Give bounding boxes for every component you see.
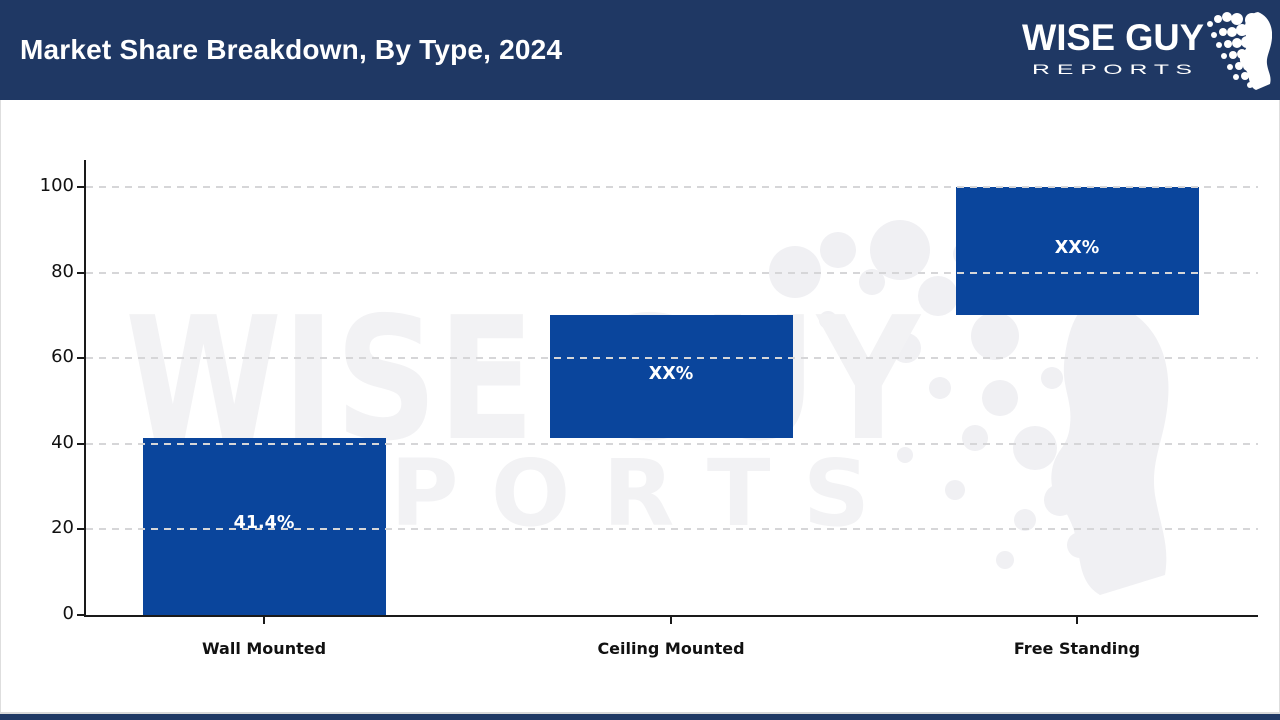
bar-value-label-wall-mounted: 41.4%	[233, 513, 295, 534]
gridline-20	[86, 528, 1258, 531]
logo-dot-face-icon	[1207, 12, 1272, 90]
footer-bar	[0, 714, 1280, 720]
y-axis-line	[84, 160, 86, 617]
x-axis-category-label-wall-mounted: Wall Mounted	[201, 639, 327, 658]
bar-wall-mounted	[142, 437, 386, 615]
gridline-60	[86, 357, 1258, 360]
y-tick-mark	[77, 186, 84, 188]
y-axis-tick-label: 20	[51, 517, 74, 539]
header-bar: Market Share Breakdown, By Type, 2024 WI…	[0, 0, 1280, 100]
y-tick-mark	[77, 442, 84, 445]
x-axis-category-label-ceiling-mounted: Ceiling Mounted	[597, 639, 745, 658]
bar-value-label-ceiling-mounted: XX%	[648, 363, 694, 384]
logo-text-line1: WISE GUY	[1022, 17, 1204, 58]
x-axis-category-label-free-standing: Free Standing	[1013, 639, 1141, 658]
y-axis-tick-label: 100	[39, 175, 74, 196]
left-page-border	[0, 100, 1, 714]
gridline-100	[86, 186, 1258, 188]
y-tick-mark	[77, 528, 84, 531]
wiseguy-logo: WISE GUY R E P O R T S	[1022, 12, 1272, 90]
y-axis-tick-label: 40	[51, 431, 74, 453]
bar-ceiling-mounted	[549, 315, 793, 438]
y-tick-mark	[77, 271, 84, 274]
x-tick-mark	[263, 617, 265, 624]
logo-text-line2: R E P O R T S	[1032, 61, 1192, 77]
x-tick-mark	[670, 617, 672, 624]
gridline-40	[86, 442, 1258, 445]
bar-free-standing	[955, 187, 1199, 316]
footer-hairline	[0, 712, 1280, 714]
bar-value-label-free-standing: XX%	[1054, 238, 1100, 259]
watermark-face-icon	[1051, 300, 1169, 595]
x-tick-mark	[1076, 617, 1078, 624]
y-tick-mark	[77, 614, 84, 616]
page-title: Market Share Breakdown, By Type, 2024	[20, 34, 563, 65]
y-axis-tick-label: 60	[51, 346, 74, 368]
y-axis-tick-label: 0	[62, 603, 74, 624]
x-axis-line	[84, 615, 1258, 617]
gridline-80	[86, 271, 1258, 274]
y-axis-tick-label: 80	[51, 260, 74, 282]
y-tick-mark	[77, 357, 84, 360]
